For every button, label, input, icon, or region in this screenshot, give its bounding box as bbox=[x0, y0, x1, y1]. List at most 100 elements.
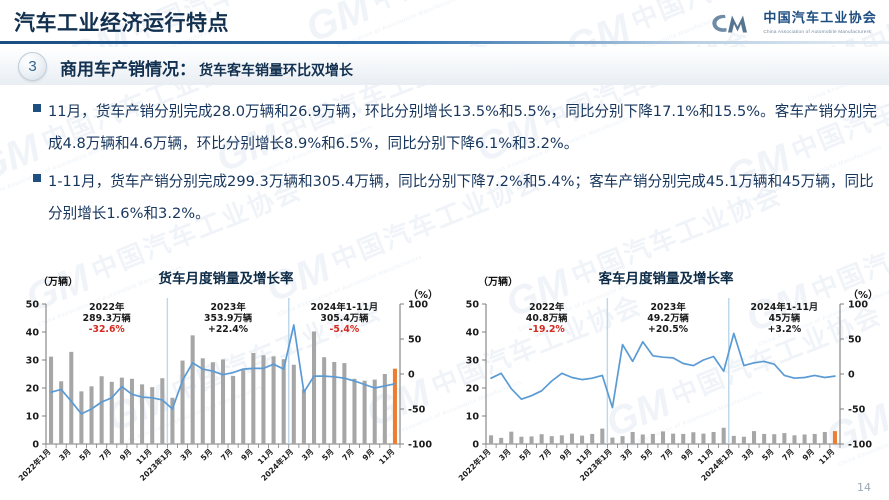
section-subtitle: 货车客车销量环比双增长 bbox=[199, 63, 353, 79]
x-axis-tick-label: 9月 bbox=[558, 447, 573, 462]
chart-bar bbox=[681, 433, 686, 444]
chart-title: 客车月度销量及增长率 bbox=[598, 271, 734, 287]
chart-bar bbox=[89, 386, 94, 444]
chart-bar bbox=[711, 431, 716, 444]
x-axis-tick-label: 2022年1月 bbox=[456, 446, 492, 482]
chart-bar bbox=[231, 375, 236, 444]
chart-bar bbox=[559, 435, 564, 444]
chart-bar bbox=[129, 378, 134, 444]
chart-annotation: -19.2% bbox=[529, 324, 566, 335]
x-axis-tick-label: 5月 bbox=[517, 447, 532, 462]
chart-bar bbox=[701, 433, 706, 444]
chart-bar bbox=[362, 380, 367, 444]
chart-bus-monthly-sales: 客车月度销量及增长率 （万辆） （%） 0 10 20 30 40 50 -100 -50 0 5… bbox=[448, 262, 884, 500]
chart-bar bbox=[382, 374, 387, 444]
y-axis-tick-label: 10 bbox=[26, 411, 40, 422]
page-title: 汽车工业经济运行特点 bbox=[14, 11, 229, 35]
chart-annotation: 353.9万辆 bbox=[204, 312, 253, 324]
chart-bar bbox=[140, 384, 145, 444]
x-axis-tick-label: 9月 bbox=[801, 447, 816, 462]
chart-bar bbox=[190, 335, 195, 444]
chart-annotation: 2023年 bbox=[210, 301, 246, 313]
chart-bar bbox=[160, 378, 165, 444]
chart-bar bbox=[650, 433, 655, 444]
chart-bar bbox=[372, 379, 377, 444]
chart-bar bbox=[392, 368, 397, 444]
chart-bar bbox=[671, 433, 676, 444]
chart-bar bbox=[752, 431, 757, 444]
y2-axis-tick-label: 0 bbox=[848, 369, 855, 380]
chart-annotation: +3.2% bbox=[768, 324, 802, 335]
y-axis-tick-label: 30 bbox=[26, 355, 40, 366]
x-axis-tick-label: 11月 bbox=[377, 447, 396, 466]
x-axis-tick-label: 7月 bbox=[219, 447, 234, 462]
chart-bar bbox=[519, 436, 524, 444]
chart-bar bbox=[322, 357, 327, 444]
chart-bar bbox=[281, 359, 286, 444]
chart-bar bbox=[261, 355, 266, 444]
chart-bar bbox=[802, 434, 807, 444]
x-axis-tick-label: 11月 bbox=[817, 447, 836, 466]
chart-annotation: 49.2万辆 bbox=[647, 312, 689, 324]
chart-bar bbox=[332, 361, 337, 444]
chart-bar bbox=[170, 397, 175, 444]
chart-bar bbox=[640, 434, 645, 444]
x-axis-tick-label: 7月 bbox=[538, 447, 553, 462]
list-item: 1-11月，货车产销分别完成299.3万辆和305.4万辆，同比分别下降7.2%… bbox=[0, 166, 889, 230]
page-header: 汽车工业经济运行特点 中国汽车工业协会 China Association of… bbox=[0, 0, 889, 45]
chart-bar bbox=[600, 428, 605, 444]
chart-bar bbox=[812, 433, 817, 444]
chart-bar bbox=[569, 433, 574, 444]
chart-y2-axis-unit: （%） bbox=[847, 290, 878, 301]
chart-bar bbox=[251, 353, 256, 444]
section-title-text: 商用车产销情况： bbox=[60, 60, 196, 80]
x-axis-tick-label: 7月 bbox=[780, 447, 795, 462]
chart-bar bbox=[549, 436, 554, 444]
chart-annotation: 289.3万辆 bbox=[83, 312, 132, 324]
chart-annotation: -5.4% bbox=[330, 324, 360, 335]
chart-annotation: -32.6% bbox=[89, 324, 126, 335]
y-axis-tick-label: 20 bbox=[26, 383, 40, 394]
y2-axis-tick-label: -50 bbox=[848, 404, 866, 415]
chart-bar bbox=[691, 432, 696, 444]
y2-axis-tick-label: 100 bbox=[848, 299, 868, 310]
x-axis-tick-label: 5月 bbox=[320, 447, 335, 462]
y2-axis-tick-label: -100 bbox=[408, 439, 432, 450]
chart-annotation: 2024年1-11月 bbox=[751, 301, 819, 313]
chart-line-growth-rate bbox=[50, 324, 396, 415]
logo-text-cn: 中国汽车工业协会 bbox=[763, 11, 877, 27]
chart-annotation: +20.5% bbox=[648, 324, 689, 335]
x-axis-tick-label: 5月 bbox=[639, 447, 654, 462]
chart-bar bbox=[291, 364, 296, 444]
chart-bar bbox=[529, 436, 534, 444]
chart-y-axis-unit: （万辆） bbox=[38, 277, 78, 288]
x-axis-tick-label: 3月 bbox=[57, 447, 72, 462]
x-axis-tick-label: 3月 bbox=[179, 447, 194, 462]
y2-axis-tick-label: -50 bbox=[408, 404, 426, 415]
x-axis-tick-label: 5月 bbox=[199, 447, 214, 462]
chart-bar bbox=[782, 433, 787, 444]
caam-logo: 中国汽车工业协会 China Association of Automobile… bbox=[710, 8, 877, 38]
chart-bar bbox=[539, 434, 544, 444]
chart-bar bbox=[772, 434, 777, 444]
chart-bar bbox=[59, 381, 64, 444]
list-item: 11月，货车产销分别完成28.0万辆和26.9万辆，环比分别增长13.5%和5.… bbox=[0, 96, 889, 160]
chart-annotation: 2022年 bbox=[89, 301, 125, 313]
y2-axis-tick-label: 0 bbox=[408, 369, 415, 380]
chart-bar bbox=[610, 437, 615, 444]
x-axis-tick-label: 2022年1月 bbox=[16, 446, 52, 482]
chart-bar bbox=[342, 363, 347, 444]
x-axis-tick-label: 3月 bbox=[300, 447, 315, 462]
chart-bar bbox=[499, 437, 504, 444]
chart-bar bbox=[721, 427, 726, 444]
x-axis-tick-label: 3月 bbox=[619, 447, 634, 462]
y-axis-tick-label: 0 bbox=[32, 439, 39, 450]
chart-bar bbox=[352, 378, 357, 444]
page-number: 14 bbox=[857, 481, 871, 494]
bullet-square-icon bbox=[33, 104, 41, 112]
chart-bar bbox=[180, 360, 185, 444]
chart-annotation: +22.4% bbox=[208, 324, 249, 335]
chart-bar bbox=[200, 358, 205, 444]
x-axis-tick-label: 7月 bbox=[98, 447, 113, 462]
